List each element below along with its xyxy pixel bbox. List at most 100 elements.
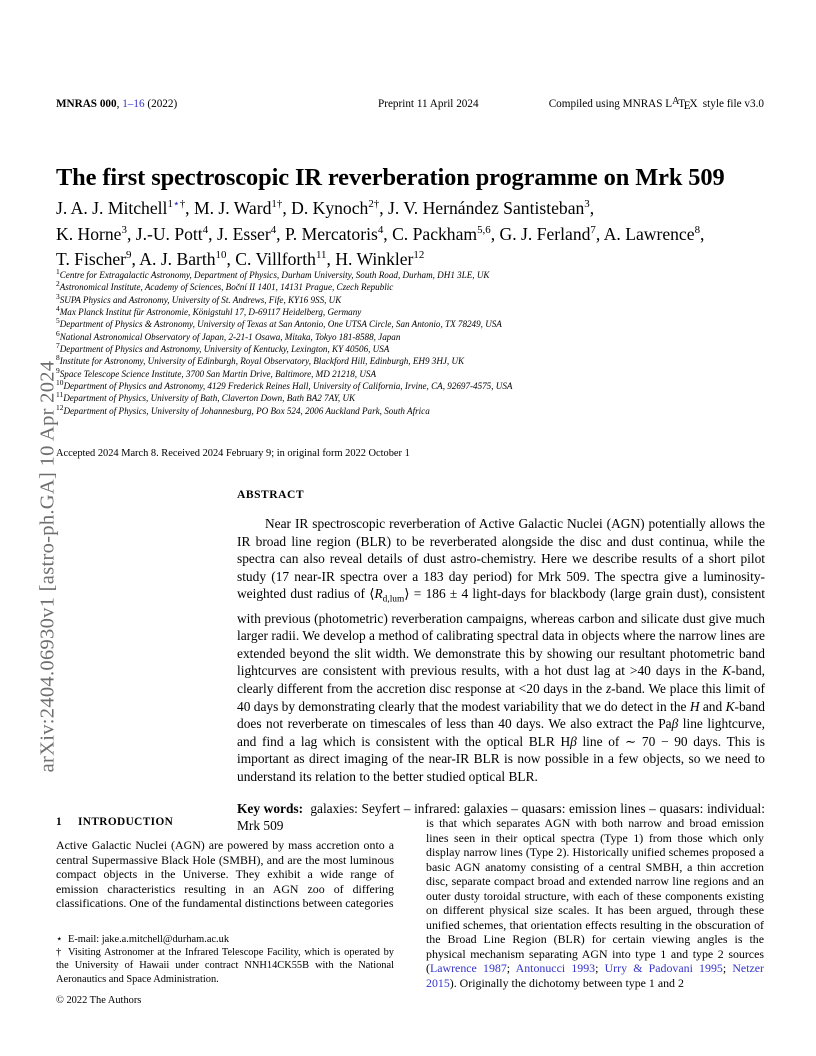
- section-heading-introduction: 1 INTRODUCTION: [56, 816, 394, 828]
- affiliation-number: 1: [56, 266, 60, 276]
- affiliation-number: 4: [56, 304, 60, 313]
- affiliation-item: 12Department of Physics, University of J…: [56, 402, 776, 417]
- affiliation-text: Astronomical Institute, Academy of Scien…: [59, 282, 394, 293]
- affiliation-item: 5Department of Physics & Astronomy, Univ…: [56, 316, 776, 330]
- affiliation-text: Institute for Astronomy, University of E…: [59, 356, 465, 367]
- section-number: 1: [56, 816, 63, 828]
- compiled-suffix: style file v3.0: [699, 98, 764, 110]
- abstract-block: ABSTRACT Near IR spectroscopic reverbera…: [237, 488, 765, 848]
- journal-year: (2022): [147, 98, 178, 110]
- journal-name: MNRAS: [56, 98, 98, 110]
- math-angle-open: ⟨: [369, 586, 375, 602]
- running-head-left: MNRAS 000, 1–16 (2022): [56, 98, 178, 110]
- keywords-text: galaxies: Seyfert – infrared: galaxies –…: [237, 800, 765, 834]
- affiliation-number: 3: [56, 291, 60, 301]
- affiliation-number: 10: [56, 378, 64, 388]
- affiliation-text: Space Telescope Science Institute, 3700 …: [59, 368, 377, 379]
- citation-link-netzer[interactable]: Netzer 2015: [426, 961, 765, 991]
- affiliation-item: 9Space Telescope Science Institute, 3700…: [56, 365, 776, 380]
- band-label-k1: K: [722, 663, 732, 679]
- math-radius-subscript: d,lum: [382, 595, 405, 606]
- abstract-part-6: -band does not reverberate on timescales…: [237, 698, 766, 732]
- intro-right-text-a: is that which separates AGN with both na…: [426, 816, 764, 976]
- affiliation-item: 3SUPA Physics and Astronomy, University …: [56, 291, 776, 306]
- abstract-part-8: line of ∼ 70 − 90 days. This is importan…: [237, 733, 765, 784]
- affiliation-item: 4Max Planck Institut für Astronomie, Kön…: [56, 304, 776, 318]
- footnote-star-mark: ⋆: [56, 934, 63, 945]
- latex-logo: LATEX: [665, 96, 698, 113]
- affiliation-text: Department of Physics and Astronomy, 412…: [63, 381, 513, 392]
- affiliation-text: Department of Physics, University of Bat…: [63, 393, 356, 404]
- affiliation-item: 7Department of Physics and Astronomy, Un…: [56, 341, 776, 355]
- affiliation-text: Department of Physics, University of Joh…: [63, 405, 430, 416]
- citation-separator: ;: [595, 961, 605, 976]
- abstract-part-1: Near IR spectroscopic reverberation of A…: [237, 516, 765, 602]
- affiliation-text: Department of Physics and Astronomy, Uni…: [59, 344, 390, 355]
- body-column-right: is that which separates AGN with both na…: [426, 816, 764, 991]
- keywords-line: Key words: galaxies: Seyfert – infrared:…: [237, 800, 765, 835]
- preprint-date: Preprint 11 April 2024: [378, 98, 479, 110]
- band-label-k2: K: [725, 698, 735, 714]
- affiliation-number: 7: [56, 341, 60, 351]
- citation-link-urry-padovani[interactable]: Urry & Padovani 1995: [604, 961, 723, 976]
- abstract-part-3: -band, clearly different from the accret…: [237, 663, 765, 697]
- citation-separator: ;: [506, 961, 516, 976]
- affiliation-number: 11: [56, 390, 64, 400]
- abstract-text: Near IR spectroscopic reverberation of A…: [237, 515, 765, 786]
- affiliation-text: Department of Physics & Astronomy, Unive…: [59, 319, 502, 330]
- intro-paragraph-right: is that which separates AGN with both na…: [426, 816, 764, 991]
- affiliation-text: SUPA Physics and Astronomy, University o…: [59, 294, 342, 305]
- affiliation-item: 11Department of Physics, University of B…: [56, 390, 776, 404]
- body-column-left: 1 INTRODUCTION Active Galactic Nuclei (AG…: [56, 816, 394, 911]
- affiliation-number: 8: [56, 353, 60, 363]
- affiliation-number: 9: [56, 365, 60, 375]
- band-label-h: H: [689, 698, 700, 714]
- band-label-z: z: [605, 681, 612, 697]
- abstract-heading: ABSTRACT: [237, 488, 305, 501]
- affiliation-number: 6: [56, 328, 60, 338]
- abstract-part-5: and: [699, 698, 726, 714]
- affiliation-item: 1Centre for Extragalactic Astronomy, Dep…: [56, 266, 776, 281]
- footnote-email: ⋆ E-mail: jake.a.mitchell@durham.ac.uk: [56, 933, 394, 946]
- author-line-3: T. Fischer9, A. J. Barth10, C. Villforth…: [56, 249, 425, 270]
- running-head: MNRAS 000, 1–16 (2022) Preprint 11 April…: [56, 96, 764, 112]
- beta-symbol-paschen: β: [671, 716, 679, 732]
- abstract-part-7: line lightcurve, and find a lag which is…: [237, 716, 765, 749]
- affiliation-number: 12: [56, 402, 64, 412]
- submission-dates: Accepted 2024 March 8. Received 2024 Feb…: [56, 448, 410, 459]
- citation-link-lawrence[interactable]: Lawrence 1987: [429, 961, 507, 976]
- affiliation-item: 8Institute for Astronomy, University of …: [56, 353, 776, 367]
- footnote-block: ⋆ E-mail: jake.a.mitchell@durham.ac.uk † V…: [56, 933, 394, 986]
- footnote-dagger-mark: †: [56, 947, 62, 959]
- math-radius-symbol: R: [374, 586, 383, 602]
- beta-symbol-balmer: β: [570, 733, 577, 749]
- affiliation-text: Max Planck Institut für Astronomie, Köni…: [59, 307, 362, 318]
- section-title: INTRODUCTION: [78, 816, 174, 828]
- compiled-prefix: Compiled using MNRAS: [548, 98, 666, 110]
- affiliation-list: 1Centre for Extragalactic Astronomy, Dep…: [56, 266, 776, 417]
- affiliation-item: 10Department of Physics and Astronomy, 4…: [56, 378, 776, 392]
- affiliation-number: 2: [56, 279, 60, 289]
- compiled-note: Compiled using MNRAS LATEX style file v3…: [549, 96, 764, 113]
- author-list: J. A. J. Mitchell1⋆†, M. J. Ward1†, D. K…: [56, 196, 774, 273]
- footnote-dagger-text: Visiting Astronomer at the Infrared Tele…: [56, 947, 394, 985]
- journal-volume: 000: [99, 98, 117, 110]
- abstract-part-4: -band. We place this limit of 40 days by…: [237, 681, 765, 714]
- affiliation-text: Centre for Extragalactic Astronomy, Depa…: [59, 270, 490, 280]
- page-range-link[interactable]: 1–16: [122, 98, 145, 110]
- math-angle-close: ⟩: [404, 586, 410, 602]
- footnote-email-text: E-mail: jake.a.mitchell@durham.ac.uk: [68, 934, 230, 945]
- citation-separator: ;: [722, 961, 733, 976]
- affiliation-item: 6National Astronomical Observatory of Ja…: [56, 328, 776, 343]
- author-line-2: K. Horne3, J.-U. Pott4, J. Esser4, P. Me…: [56, 223, 705, 244]
- footnote-dagger: † Visiting Astronomer at the Infrared Tel…: [56, 946, 394, 986]
- affiliation-text: National Astronomical Observatory of Jap…: [59, 331, 401, 342]
- author-line-1: J. A. J. Mitchell1⋆†, M. J. Ward1†, D. K…: [56, 198, 595, 218]
- affiliation-number: 5: [56, 316, 60, 326]
- citation-link-antonucci[interactable]: Antonucci 1993: [515, 961, 596, 976]
- copyright-line: © 2022 The Authors: [56, 995, 142, 1006]
- keywords-label: Key words:: [237, 800, 304, 816]
- intro-paragraph-left: Active Galactic Nuclei (AGN) are powered…: [56, 838, 394, 911]
- page-title: The first spectroscopic IR reverberation…: [56, 164, 725, 192]
